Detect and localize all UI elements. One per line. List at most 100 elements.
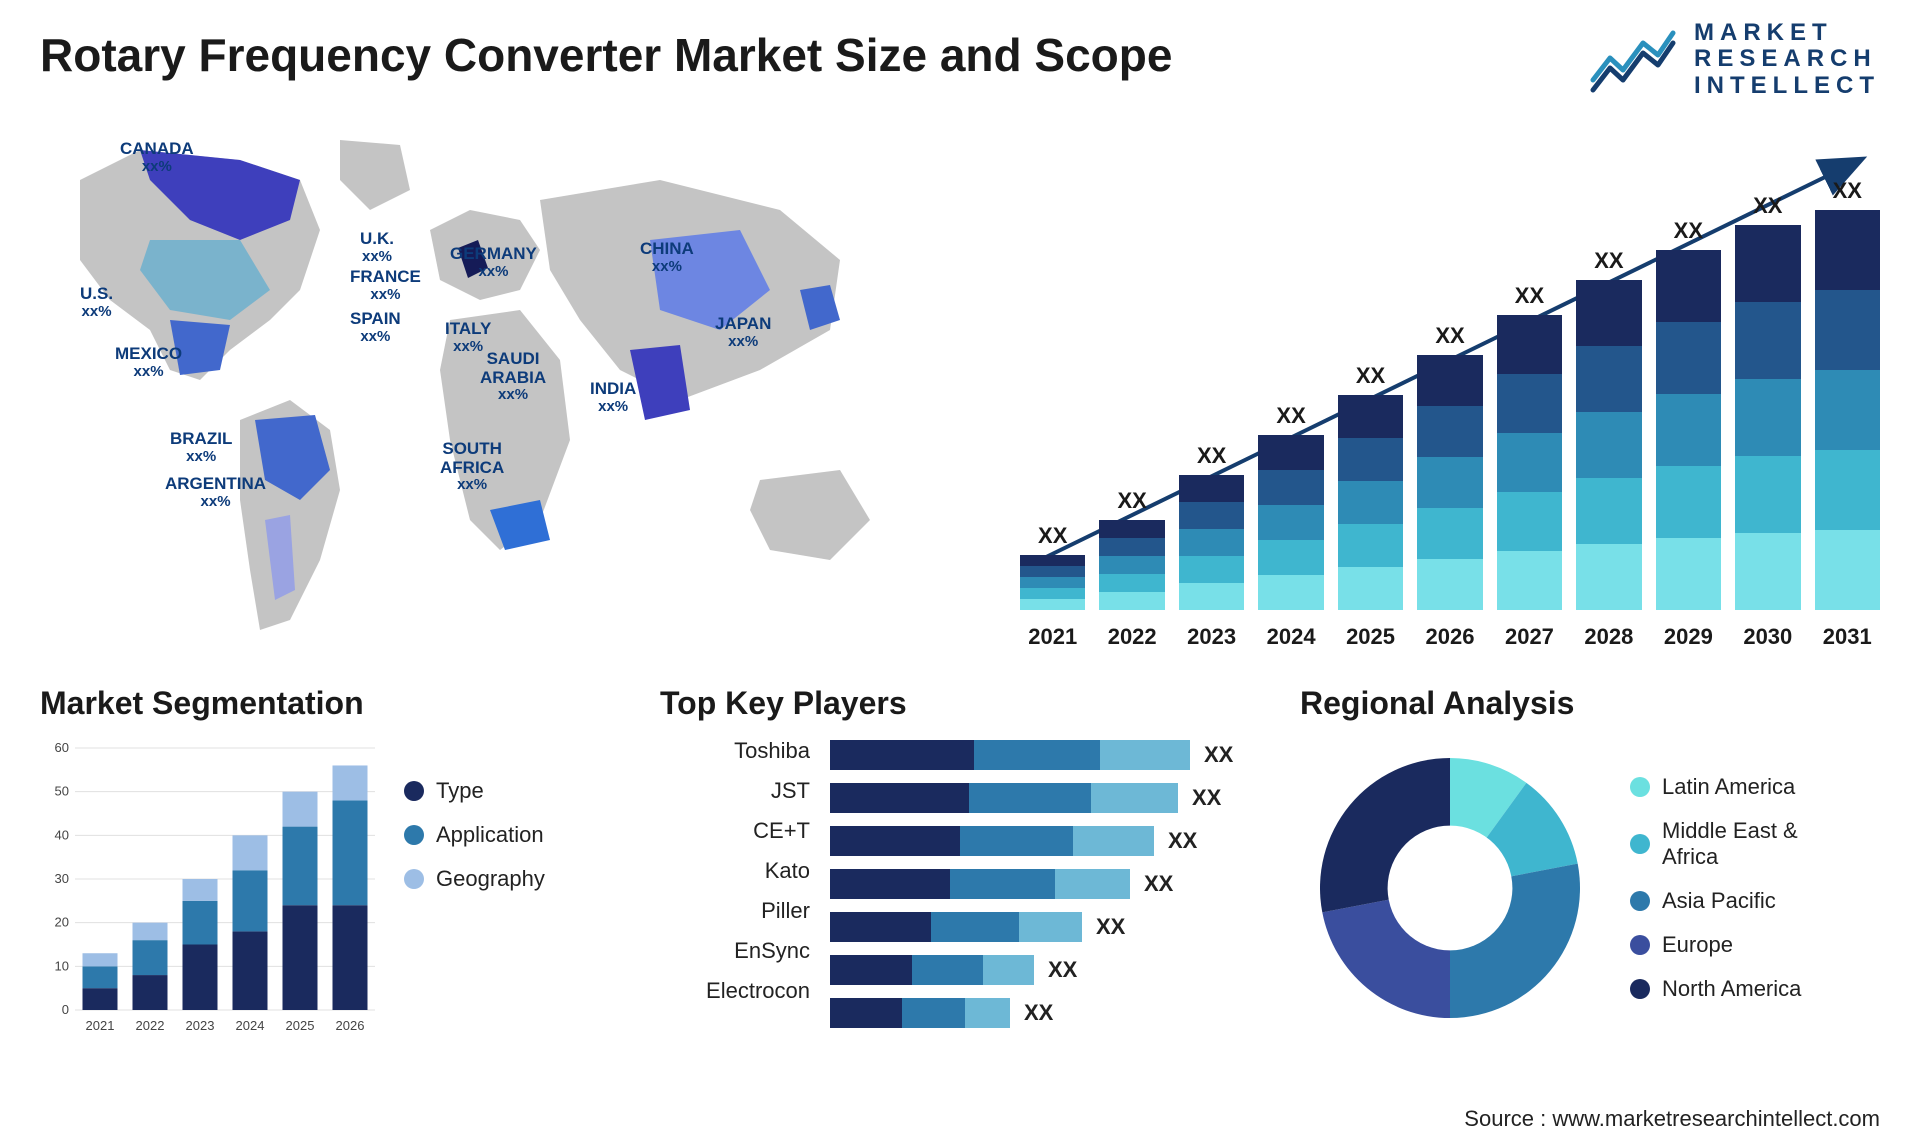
growth-bar-value: XX — [1674, 218, 1703, 244]
player-value: XX — [1144, 871, 1173, 897]
player-value: XX — [1024, 1000, 1053, 1026]
svg-text:20: 20 — [55, 915, 69, 930]
player-bar-row: XX — [830, 998, 1300, 1028]
growth-year-label: 2030 — [1735, 624, 1800, 650]
svg-text:2022: 2022 — [136, 1018, 165, 1033]
player-name: JST — [771, 778, 810, 804]
map-label: U.K.xx% — [360, 230, 394, 265]
map-label: SAUDIARABIAxx% — [480, 350, 546, 404]
growth-bar-value: XX — [1118, 488, 1147, 514]
segmentation-legend: Type Application Geography — [404, 738, 545, 1038]
player-value: XX — [1204, 742, 1233, 768]
player-bar-row: XX — [830, 869, 1300, 899]
world-map: CANADAxx%U.S.xx%MEXICOxx%BRAZILxx%ARGENT… — [40, 120, 940, 660]
legend-swatch — [404, 869, 424, 889]
growth-bar: XX — [1656, 218, 1721, 610]
player-value: XX — [1048, 957, 1077, 983]
growth-year-label: 2021 — [1020, 624, 1085, 650]
player-name: Electrocon — [706, 978, 810, 1004]
svg-text:10: 10 — [55, 958, 69, 973]
legend-swatch — [1630, 834, 1650, 854]
legend-label: North America — [1662, 976, 1801, 1002]
player-bar-row: XX — [830, 955, 1300, 985]
map-label: JAPANxx% — [715, 315, 771, 350]
map-label: BRAZILxx% — [170, 430, 232, 465]
player-value: XX — [1168, 828, 1197, 854]
growth-year-label: 2022 — [1099, 624, 1164, 650]
growth-bar-value: XX — [1038, 523, 1067, 549]
legend-label: Geography — [436, 866, 545, 892]
legend-swatch — [1630, 891, 1650, 911]
svg-text:50: 50 — [55, 784, 69, 799]
map-label: ARGENTINAxx% — [165, 475, 266, 510]
growth-year-label: 2024 — [1258, 624, 1323, 650]
growth-bar: XX — [1576, 248, 1641, 610]
growth-bar-value: XX — [1753, 193, 1782, 219]
svg-text:0: 0 — [62, 1002, 69, 1017]
legend-item: Europe — [1630, 932, 1801, 958]
svg-text:30: 30 — [55, 871, 69, 886]
player-bar-row: XX — [830, 740, 1300, 770]
growth-year-label: 2025 — [1338, 624, 1403, 650]
player-value: XX — [1096, 914, 1125, 940]
growth-bar: XX — [1258, 403, 1323, 610]
growth-bar: XX — [1497, 283, 1562, 610]
growth-bar: XX — [1417, 323, 1482, 610]
regional-legend: Latin America Middle East &Africa Asia Pac… — [1630, 774, 1801, 1002]
legend-label: Europe — [1662, 932, 1733, 958]
growth-bar: XX — [1338, 363, 1403, 610]
page-title: Rotary Frequency Converter Market Size a… — [40, 28, 1172, 82]
map-label: SOUTHAFRICAxx% — [440, 440, 504, 494]
legend-swatch — [404, 825, 424, 845]
legend-item: Middle East &Africa — [1630, 818, 1801, 870]
regional-donut — [1300, 738, 1600, 1038]
player-name: Piller — [761, 898, 810, 924]
svg-text:40: 40 — [55, 827, 69, 842]
map-label: SPAINxx% — [350, 310, 401, 345]
growth-year-label: 2026 — [1417, 624, 1482, 650]
legend-label: Type — [436, 778, 484, 804]
growth-bar-value: XX — [1276, 403, 1305, 429]
growth-bar-value: XX — [1356, 363, 1385, 389]
growth-bar: XX — [1735, 193, 1800, 610]
legend-label: Latin America — [1662, 774, 1795, 800]
growth-bar-value: XX — [1833, 178, 1862, 204]
legend-swatch — [1630, 935, 1650, 955]
players-title: Top Key Players — [660, 685, 1300, 722]
legend-swatch — [404, 781, 424, 801]
growth-bar: XX — [1179, 443, 1244, 610]
legend-label: Middle East &Africa — [1662, 818, 1798, 870]
map-label: CHINAxx% — [640, 240, 694, 275]
player-bar-row: XX — [830, 783, 1300, 813]
map-label: INDIAxx% — [590, 380, 636, 415]
legend-item: Latin America — [1630, 774, 1801, 800]
growth-year-label: 2023 — [1179, 624, 1244, 650]
map-label: U.S.xx% — [80, 285, 113, 320]
growth-chart: XX XX XX XX XX XX XX XX XX XX XX 2021 2022 2023 2024 2… — [1020, 140, 1880, 650]
regional-panel: Regional Analysis Latin America Middle Ea… — [1300, 685, 1880, 1065]
map-label: GERMANYxx% — [450, 245, 537, 280]
player-bar-row: XX — [830, 826, 1300, 856]
growth-year-label: 2031 — [1815, 624, 1880, 650]
growth-bar: XX — [1815, 178, 1880, 610]
legend-label: Application — [436, 822, 544, 848]
regional-title: Regional Analysis — [1300, 685, 1880, 722]
svg-text:2025: 2025 — [286, 1018, 315, 1033]
map-label: FRANCExx% — [350, 268, 421, 303]
players-names: ToshibaJSTCE+TKatoPillerEnSyncElectrocon — [660, 738, 810, 1028]
player-name: Kato — [765, 858, 810, 884]
map-label: CANADAxx% — [120, 140, 194, 175]
player-value: XX — [1192, 785, 1221, 811]
legend-item: North America — [1630, 976, 1801, 1002]
svg-text:2023: 2023 — [186, 1018, 215, 1033]
growth-bar: XX — [1099, 488, 1164, 610]
growth-bar-value: XX — [1197, 443, 1226, 469]
growth-bar-value: XX — [1515, 283, 1544, 309]
player-bar-row: XX — [830, 912, 1300, 942]
legend-swatch — [1630, 777, 1650, 797]
growth-bar-value: XX — [1435, 323, 1464, 349]
legend-item: Asia Pacific — [1630, 888, 1801, 914]
logo-line3: INTELLECT — [1694, 73, 1880, 99]
players-panel: Top Key Players ToshibaJSTCE+TKatoPiller… — [660, 685, 1300, 1065]
segmentation-title: Market Segmentation — [40, 685, 660, 722]
